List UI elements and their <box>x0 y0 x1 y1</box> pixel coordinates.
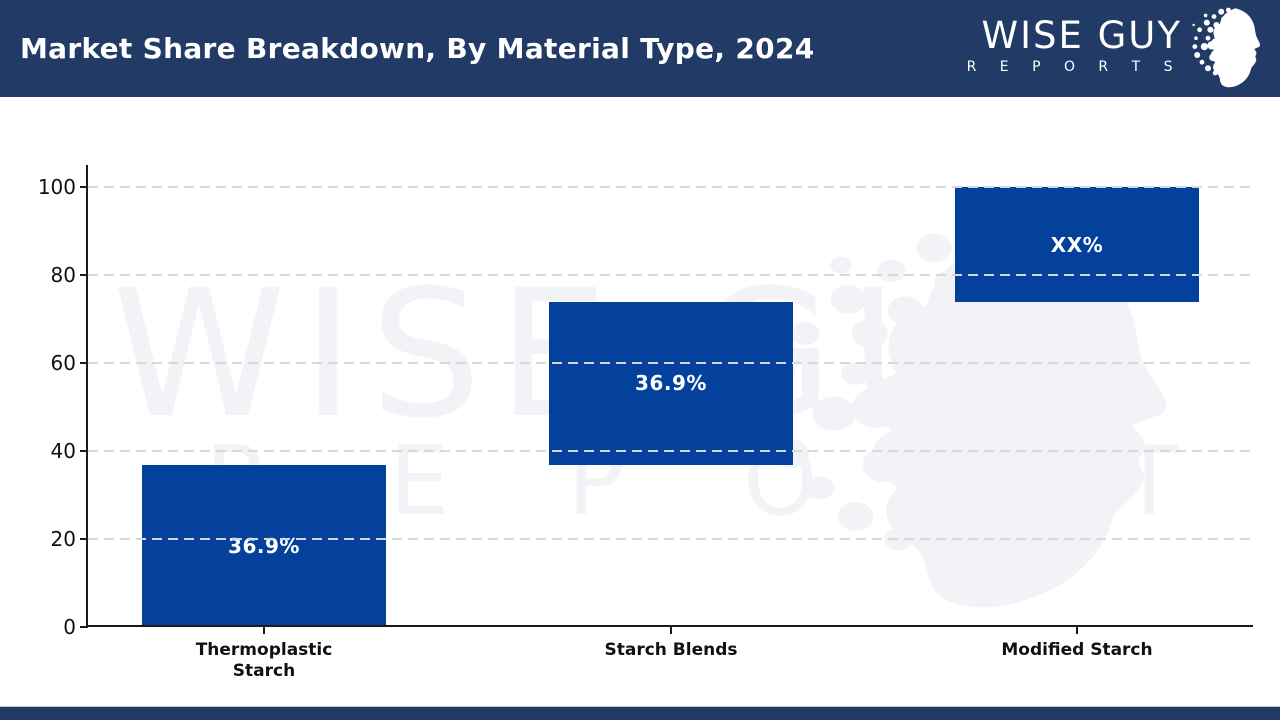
y-axis-line <box>86 165 88 627</box>
y-tick-mark <box>80 538 88 540</box>
y-tick-mark <box>80 626 88 628</box>
x-category-label: Modified Starch <box>1001 640 1153 660</box>
axes-layer: 0 20 40 60 80 100 Thermoplastic Starch Starch B… <box>0 97 1280 706</box>
bar-2: XX% <box>955 187 1199 303</box>
logo-text: WISE GUY R E P O R T S <box>967 16 1182 76</box>
chart-canvas: WISE GUY R E P O R T S 36.9%36.9%XX% 020… <box>0 97 1280 706</box>
bar-1: 36.9% <box>549 302 793 465</box>
x-category-label: Starch Blends <box>604 640 738 660</box>
bar-0: 36.9% <box>142 464 386 627</box>
logo-subtitle: R E P O R T S <box>966 59 1182 75</box>
x-tick-mark <box>263 627 265 634</box>
y-tick-label: 40 <box>50 439 76 463</box>
x-tick-mark <box>670 627 672 634</box>
x-category-label: Thermoplastic Starch <box>195 640 333 681</box>
logo-wordmark: WISE GUY <box>981 14 1182 57</box>
y-tick-label: 0 <box>63 615 76 639</box>
y-tick-mark <box>80 274 88 276</box>
y-tick-mark <box>80 450 88 452</box>
y-tick-mark <box>80 186 88 188</box>
wise-guy-reports-logo: WISE GUY R E P O R T S <box>967 0 1270 97</box>
face-profile-dots-icon <box>1192 7 1260 88</box>
bar-value-label: 36.9% <box>635 371 707 396</box>
y-tick-label: 60 <box>50 351 76 375</box>
y-tick-label: 100 <box>37 175 76 199</box>
bar-value-label: 36.9% <box>228 533 300 558</box>
y-tick-label: 20 <box>50 527 76 551</box>
x-axis-line <box>86 625 1253 627</box>
y-tick-label: 80 <box>50 263 76 287</box>
footer-band <box>0 706 1280 720</box>
y-tick-mark <box>80 362 88 364</box>
bar-value-label: XX% <box>1050 232 1104 257</box>
x-tick-mark <box>1076 627 1078 634</box>
header-band: Market Share Breakdown, By Material Type… <box>0 0 1280 97</box>
page-title: Market Share Breakdown, By Material Type… <box>20 32 815 65</box>
bars-layer: 36.9% 36.9% XX% <box>0 97 1280 706</box>
